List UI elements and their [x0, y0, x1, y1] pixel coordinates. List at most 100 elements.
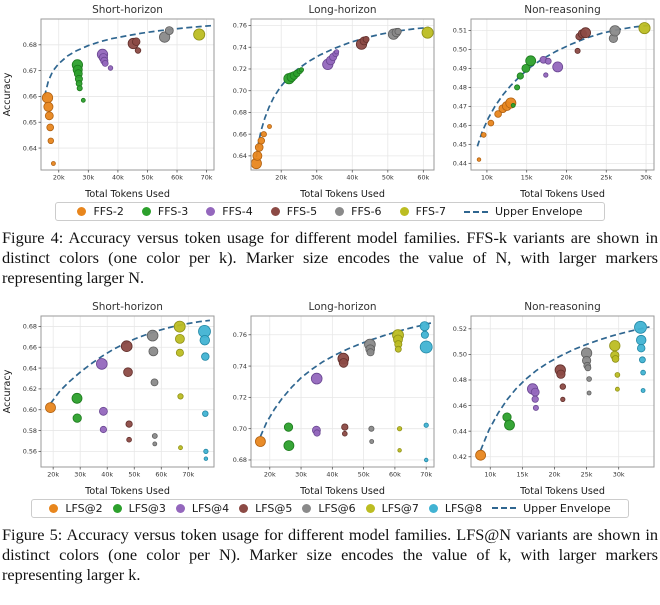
subplot-long-horizon: 20k 30k 40k 50k 60k 0.64 0.66 0.68 0.70 0.72 0.74 0…: [233, 4, 435, 200]
x-tick-label: 15k: [521, 174, 533, 182]
data-point: [203, 448, 209, 454]
x-tick-label: 40k: [326, 470, 338, 478]
legend-label: FFS-4: [222, 205, 253, 218]
x-tick-label: 30k: [640, 174, 652, 182]
figure-4-legend-row: FFS-2 FFS-3 FFS-4 FFS-5 FFS-6 FFS-7 Upper Enve…: [0, 202, 660, 221]
data-point: [580, 27, 592, 39]
series-lfs-8: [419, 320, 433, 462]
x-axis-label: Total Tokens Used: [299, 486, 385, 497]
x-tick-label: 30k: [295, 470, 307, 478]
data-point: [99, 425, 108, 433]
data-point: [611, 354, 620, 363]
legend-label: Upper Envelope: [494, 205, 583, 218]
legend-item-lfs-5: LFS@5: [239, 502, 292, 515]
figure-4: 20k 30k 40k 50k 60k 70k 0.64 0.65 0.66 0.67 0.68 Sh…: [0, 2, 660, 289]
data-point: [369, 438, 375, 444]
legend-item-ffs-4: FFS-4: [206, 205, 253, 218]
data-point: [71, 392, 83, 404]
x-tick-label: 25k: [581, 470, 593, 478]
series-ffs-5: [127, 37, 142, 54]
legend-label: LFS@6: [318, 501, 356, 515]
x-tick-label: 40k: [346, 174, 358, 182]
x-tick-label: 20k: [264, 470, 276, 478]
legend-marker-icon: [335, 207, 345, 216]
data-point: [257, 136, 265, 145]
legend-label: Upper Envelope: [523, 501, 611, 515]
y-tick-label: 0.74: [233, 43, 247, 51]
series-lfs-2: [45, 401, 56, 413]
data-point: [255, 435, 266, 447]
data-point: [47, 137, 54, 144]
legend-marker-icon: [77, 207, 87, 216]
legend-item-ffs-6: FFS-6: [335, 205, 382, 218]
subplot-title: Non-reasoning: [524, 4, 601, 16]
series-lfs-5: [554, 364, 566, 402]
series-ffs-3: [510, 55, 537, 108]
data-point: [202, 410, 209, 417]
subplot-title: Non-reasoning: [524, 301, 601, 313]
data-point: [366, 347, 375, 356]
legend-label: LFS@5: [255, 501, 293, 515]
series-ffs-4: [96, 48, 114, 71]
x-tick-label: 30k: [82, 174, 94, 182]
data-point: [283, 439, 295, 451]
x-tick-label: 60k: [171, 174, 183, 182]
y-tick-label: 0.68: [23, 41, 37, 49]
y-tick-label: 0.44: [453, 427, 467, 435]
data-point: [423, 457, 429, 462]
series-lfs-3: [502, 412, 515, 431]
data-point: [556, 369, 566, 379]
dashed-line-icon: [492, 507, 517, 510]
series-lfs-3: [283, 422, 295, 451]
data-point: [175, 348, 184, 357]
data-point: [334, 49, 340, 55]
data-point: [123, 367, 133, 377]
x-axis-label: Total Tokens Used: [299, 189, 385, 200]
data-point: [45, 401, 56, 413]
data-point: [586, 390, 592, 396]
y-tick-label: 0.76: [233, 331, 247, 339]
y-tick-label: 0.56: [23, 447, 37, 455]
data-point: [43, 101, 54, 112]
series-lfs-7: [392, 328, 404, 453]
subplot-non-reasoning: 10k 15k 20k 25k 30k 0.44 0.45 0.46 0.47 0.48 0.49 0…: [453, 4, 655, 200]
data-point: [313, 429, 321, 437]
data-point: [504, 419, 515, 431]
data-point: [640, 369, 646, 376]
data-point: [178, 444, 183, 450]
data-point: [476, 157, 482, 162]
y-tick-label: 0.70: [233, 424, 247, 432]
series-ffs-7: [421, 26, 434, 39]
x-tick-label: 10k: [484, 470, 496, 478]
y-tick-label: 0.64: [23, 364, 37, 372]
legend-marker-icon: [239, 503, 249, 513]
x-tick-label: 30k: [74, 470, 86, 478]
y-tick-label: 0.44: [453, 160, 467, 168]
x-tick-label: 50k: [142, 174, 154, 182]
series-lfs-5: [337, 352, 350, 437]
legend-label: FFS-3: [157, 205, 189, 218]
series-lfs-6: [364, 338, 376, 444]
data-point: [487, 119, 495, 127]
series-ffs-7: [193, 28, 206, 41]
legend-marker-icon: [428, 503, 438, 513]
data-point: [201, 352, 210, 361]
data-point: [362, 36, 370, 43]
series-lfs-2: [475, 449, 486, 461]
data-point: [131, 37, 141, 46]
y-tick-label: 0.52: [453, 325, 467, 333]
y-axis-label: Accuracy: [2, 72, 13, 116]
data-point: [341, 423, 349, 431]
data-point: [368, 425, 375, 432]
plot-frame: [250, 18, 435, 171]
data-point: [586, 375, 592, 382]
series-lfs-7: [609, 339, 621, 392]
legend-item-lfs-8: LFS@8: [428, 502, 482, 515]
legend-item-ffs-7: FFS-7: [399, 205, 446, 218]
legend-marker-icon: [365, 503, 375, 513]
series-lfs-8: [634, 320, 647, 393]
data-point: [531, 395, 539, 403]
y-tick-label: 0.50: [453, 350, 467, 358]
data-point: [107, 65, 114, 71]
data-point: [638, 22, 651, 35]
